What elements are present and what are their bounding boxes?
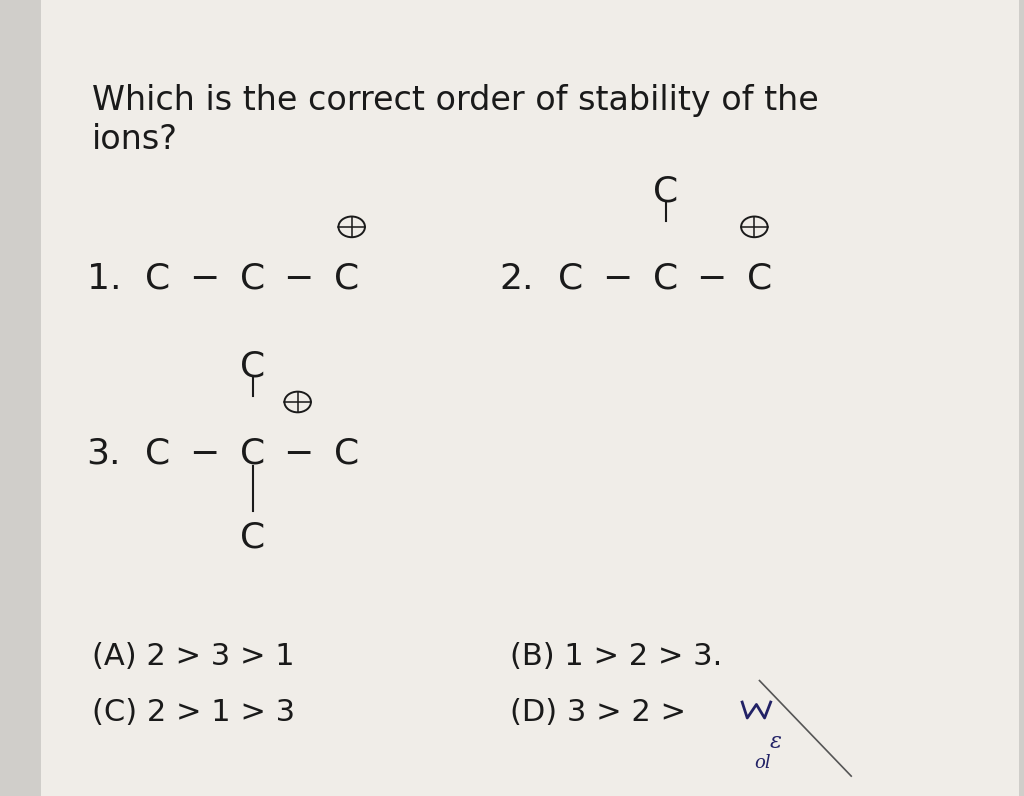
Text: −: − xyxy=(696,262,727,295)
Text: C: C xyxy=(653,174,678,208)
Text: −: − xyxy=(284,437,313,470)
Text: C: C xyxy=(145,262,171,295)
Text: −: − xyxy=(602,262,632,295)
Text: −: − xyxy=(284,262,313,295)
Text: C: C xyxy=(746,262,772,295)
Text: (B) 1 > 2 > 3.: (B) 1 > 2 > 3. xyxy=(510,642,722,671)
Text: C: C xyxy=(241,262,265,295)
Text: 2.: 2. xyxy=(500,262,535,295)
Text: C: C xyxy=(241,349,265,383)
Text: C: C xyxy=(241,521,265,554)
Text: (A) 2 > 3 > 1: (A) 2 > 3 > 1 xyxy=(92,642,294,671)
Text: −: − xyxy=(188,437,219,470)
Text: ions?: ions? xyxy=(92,123,178,156)
FancyBboxPatch shape xyxy=(41,0,1020,796)
Text: C: C xyxy=(558,262,584,295)
Text: C: C xyxy=(241,437,265,470)
Text: 3.: 3. xyxy=(87,437,121,470)
Text: (C) 2 > 1 > 3: (C) 2 > 1 > 3 xyxy=(92,698,295,727)
Text: (D) 3 > 2 >: (D) 3 > 2 > xyxy=(510,698,686,727)
Text: −: − xyxy=(188,262,219,295)
Text: ε: ε xyxy=(770,731,781,753)
Text: C: C xyxy=(334,437,359,470)
Text: Which is the correct order of stability of the: Which is the correct order of stability … xyxy=(92,84,818,116)
Text: C: C xyxy=(334,262,359,295)
Text: C: C xyxy=(145,437,171,470)
Text: C: C xyxy=(653,262,678,295)
Text: ol: ol xyxy=(755,754,771,771)
Text: 1.: 1. xyxy=(87,262,121,295)
